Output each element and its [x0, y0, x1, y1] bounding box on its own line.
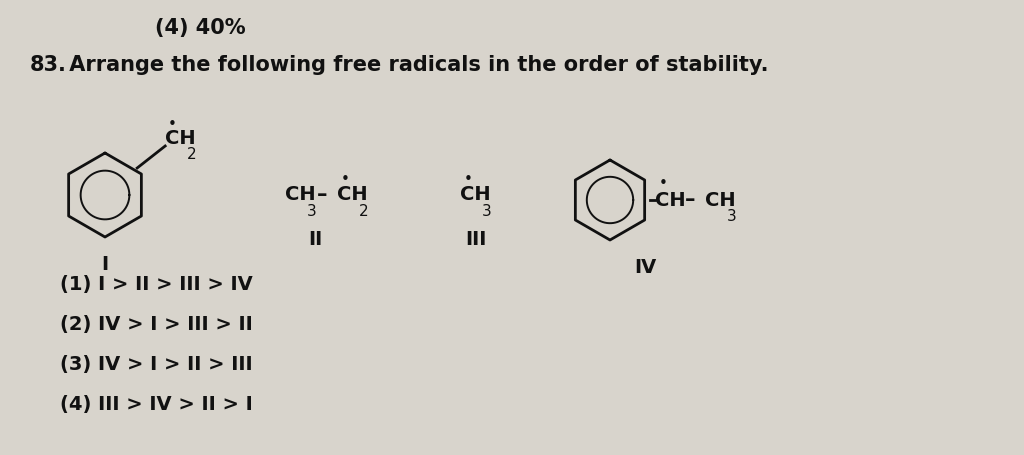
- Text: 83.: 83.: [30, 55, 67, 75]
- Text: III: III: [465, 230, 486, 249]
- Text: (1) I > II > III > IV: (1) I > II > III > IV: [60, 275, 253, 294]
- Text: •: •: [341, 172, 350, 187]
- Text: (3) IV > I > II > III: (3) IV > I > II > III: [60, 355, 253, 374]
- Text: 3: 3: [727, 209, 736, 224]
- Text: Arrange the following free radicals in the order of stability.: Arrange the following free radicals in t…: [62, 55, 768, 75]
- Text: CH: CH: [705, 191, 735, 209]
- Text: –: –: [685, 190, 695, 210]
- Text: CH: CH: [655, 191, 686, 209]
- Text: II: II: [308, 230, 323, 249]
- Text: 3: 3: [482, 204, 492, 219]
- Text: –: –: [317, 185, 328, 205]
- Text: IV: IV: [634, 258, 656, 277]
- Text: 2: 2: [187, 147, 197, 162]
- Text: •: •: [659, 177, 668, 192]
- Text: CH: CH: [337, 186, 368, 204]
- Text: CH: CH: [460, 186, 490, 204]
- Text: (4) III > IV > II > I: (4) III > IV > II > I: [60, 395, 253, 414]
- Text: I: I: [101, 255, 109, 274]
- Text: 2: 2: [359, 204, 369, 219]
- Text: (4) 40%: (4) 40%: [155, 18, 246, 38]
- Text: 3: 3: [307, 204, 316, 219]
- Text: CH: CH: [285, 186, 315, 204]
- Text: (2) IV > I > III > II: (2) IV > I > III > II: [60, 315, 253, 334]
- Text: CH: CH: [165, 128, 196, 147]
- Text: •: •: [168, 116, 177, 131]
- Text: •: •: [464, 172, 473, 187]
